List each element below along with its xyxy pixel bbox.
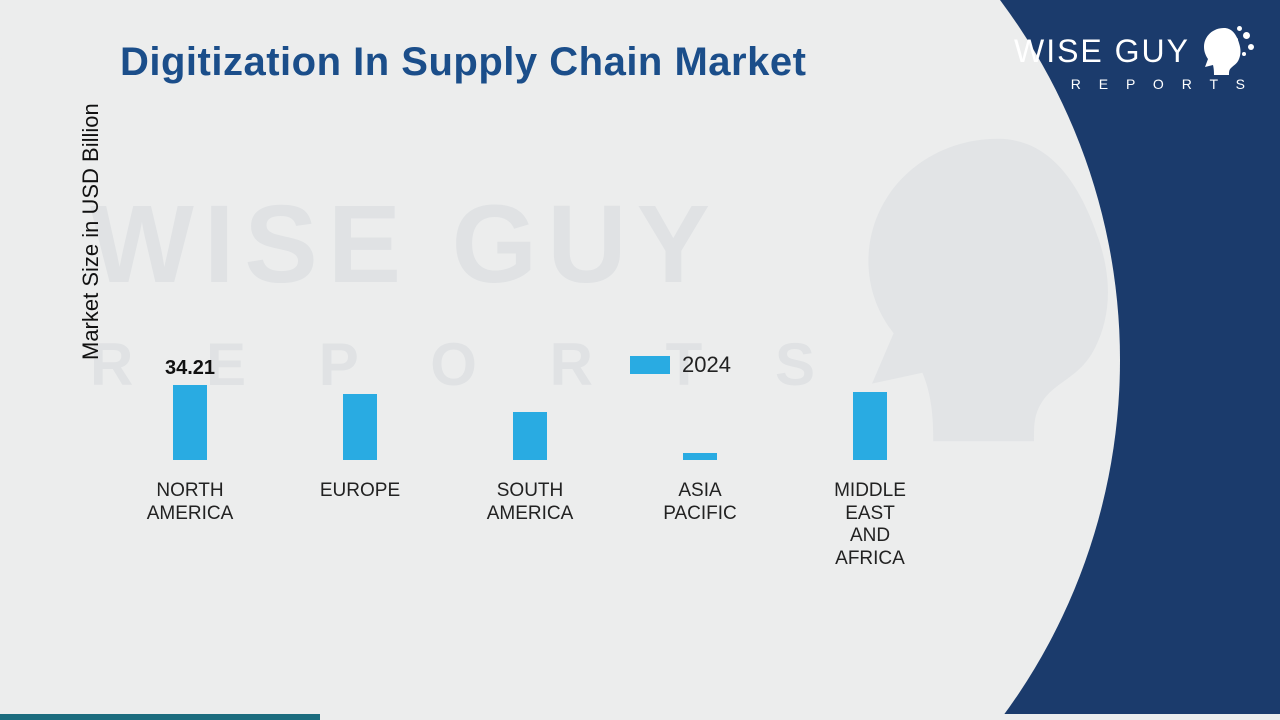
x-axis-label: ASIA PACIFIC [620, 474, 780, 570]
bar [343, 394, 377, 460]
bar-value-label: 34.21 [165, 357, 215, 380]
bar-slot [450, 412, 610, 460]
bars-container: 34.21 [110, 240, 950, 460]
bar [683, 453, 717, 460]
bar-slot [790, 392, 950, 460]
bar-slot [620, 453, 780, 460]
logo-head-icon [1198, 24, 1252, 78]
chart-title: Digitization In Supply Chain Market [120, 40, 806, 85]
x-axis-label: MIDDLE EAST AND AFRICA [790, 474, 950, 570]
x-axis-label: EUROPE [280, 474, 440, 570]
bar-slot [280, 394, 440, 460]
bar-slot: 34.21 [110, 385, 270, 460]
y-axis-label: Market Size in USD Billion [78, 103, 104, 360]
bar [853, 392, 887, 460]
bottom-accent-strip [0, 714, 320, 720]
logo-text-line1: WISE GUY [1014, 33, 1190, 70]
chart-stage: WISE GUY R E P O R T S Digitization In S… [0, 0, 1280, 720]
brand-logo: WISE GUY R E P O R T S [1014, 24, 1252, 92]
bar [513, 412, 547, 460]
x-axis-label: SOUTH AMERICA [450, 474, 610, 570]
xlabels-container: NORTH AMERICAEUROPESOUTH AMERICAASIA PAC… [110, 474, 950, 570]
bar [173, 385, 207, 460]
plot-area: 2024 34.21 NORTH AMERICAEUROPESOUTH AMER… [110, 140, 950, 570]
x-axis-label: NORTH AMERICA [110, 474, 270, 570]
logo-text-line2: R E P O R T S [1014, 76, 1252, 92]
